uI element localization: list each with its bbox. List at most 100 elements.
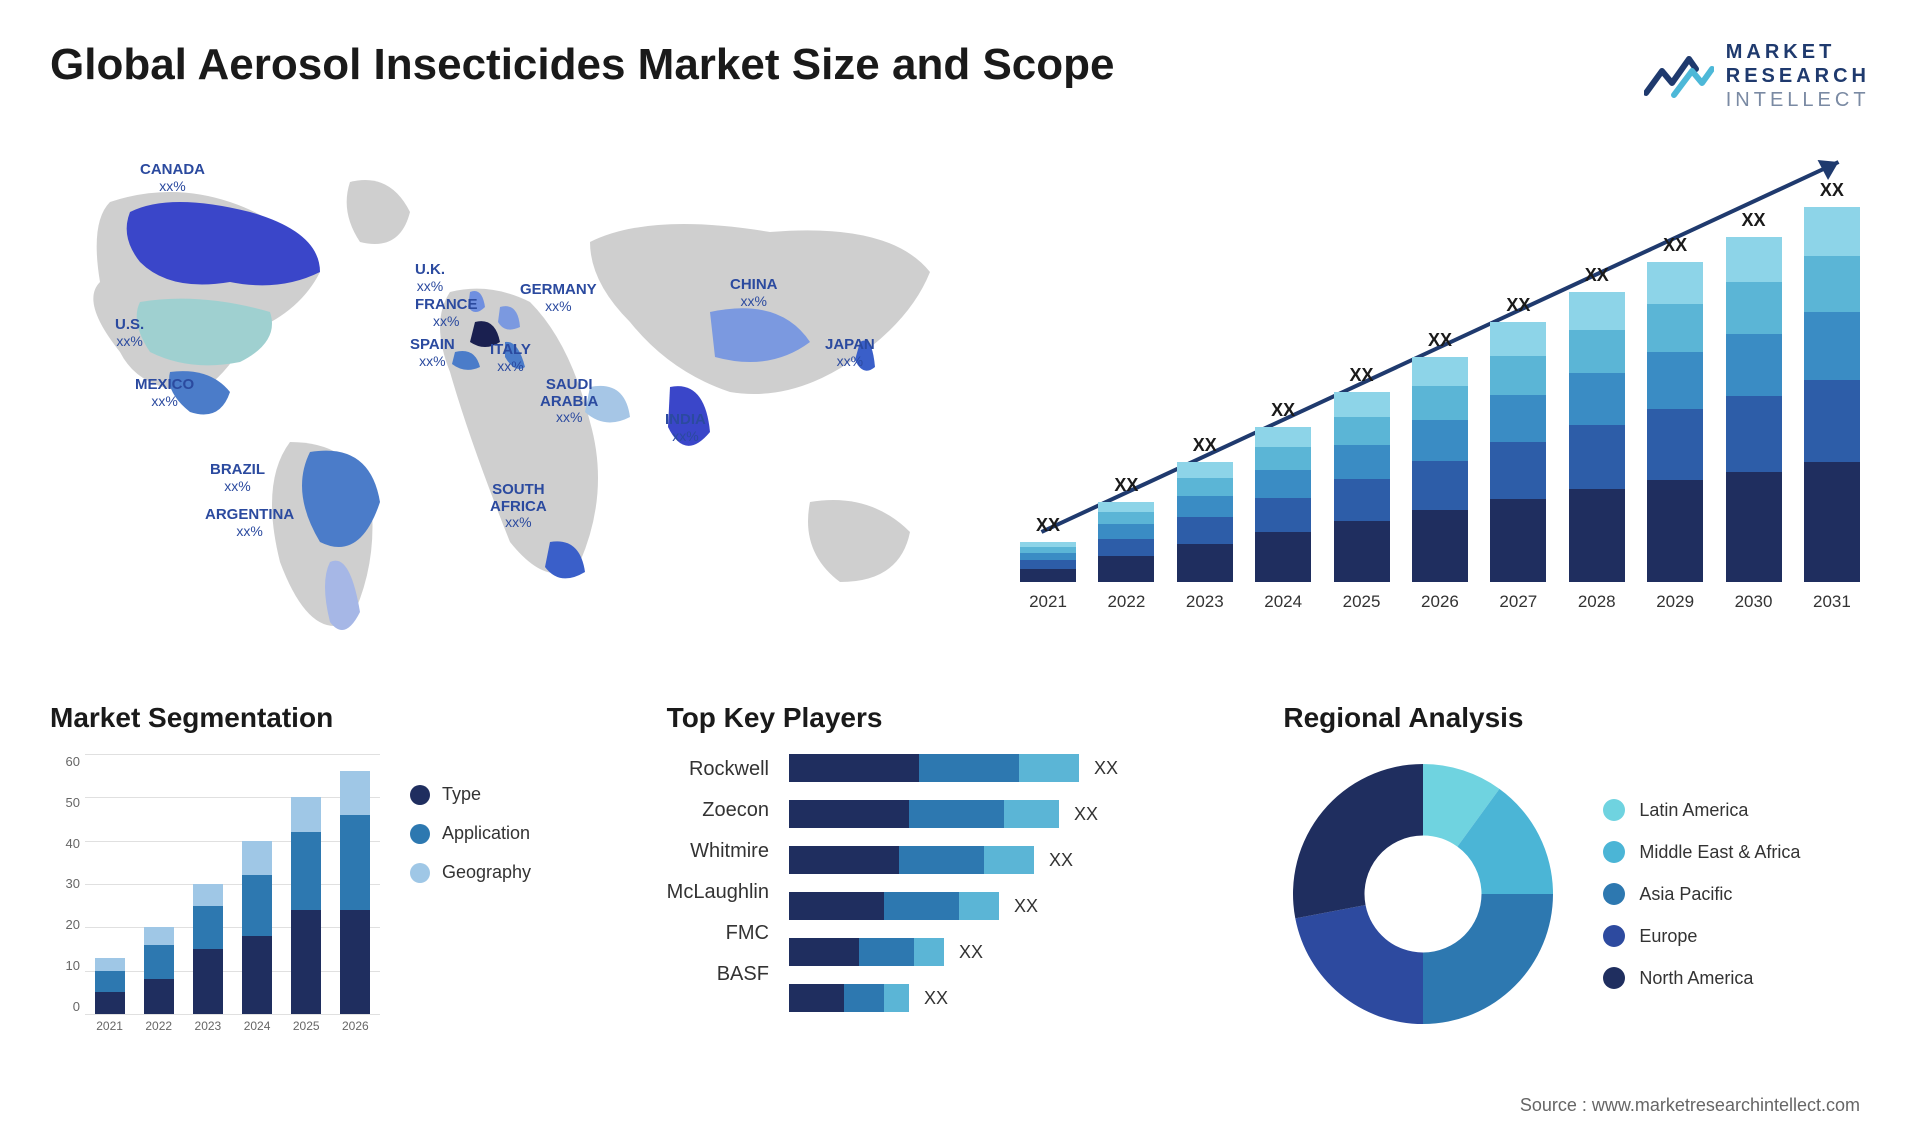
growth-bar-value: XX <box>1036 515 1060 536</box>
player-bar-row: XX <box>789 892 1253 920</box>
map-label: INDIAxx% <box>665 412 706 445</box>
growth-bar: XX <box>1804 180 1860 582</box>
logo-line3: INTELLECT <box>1726 88 1870 112</box>
growth-x-label: 2023 <box>1177 592 1233 612</box>
players-panel: Top Key Players RockwellZoeconWhitmireMc… <box>667 702 1254 1044</box>
map-label: CHINAxx% <box>730 277 778 310</box>
seg-legend-item: Geography <box>410 862 531 883</box>
seg-x-label: 2022 <box>145 1019 172 1044</box>
player-bar-row: XX <box>789 754 1253 782</box>
donut-legend-item: Europe <box>1603 925 1800 947</box>
growth-bar-value: XX <box>1193 435 1217 456</box>
seg-x-label: 2023 <box>195 1019 222 1044</box>
map-label: SPAINxx% <box>410 337 455 370</box>
segmentation-title: Market Segmentation <box>50 702 637 734</box>
growth-x-label: 2026 <box>1412 592 1468 612</box>
seg-y-tick: 40 <box>50 836 80 851</box>
growth-bar: XX <box>1490 295 1546 582</box>
donut-legend-item: Latin America <box>1603 799 1800 821</box>
player-label: Whitmire <box>690 840 769 863</box>
growth-bar-value: XX <box>1271 400 1295 421</box>
world-map-panel: CANADAxx%U.S.xx%MEXICOxx%BRAZILxx%ARGENT… <box>50 142 970 662</box>
seg-bar <box>193 884 223 1014</box>
growth-x-label: 2021 <box>1020 592 1076 612</box>
growth-bar: XX <box>1255 400 1311 582</box>
map-label: ARGENTINAxx% <box>205 507 294 540</box>
player-label: FMC <box>726 922 769 945</box>
seg-x-label: 2026 <box>342 1019 369 1044</box>
growth-x-label: 2028 <box>1569 592 1625 612</box>
donut-slice <box>1293 764 1423 918</box>
growth-bar: XX <box>1569 265 1625 582</box>
growth-bar-value: XX <box>1114 475 1138 496</box>
donut-legend-item: Asia Pacific <box>1603 883 1800 905</box>
donut-slice <box>1296 905 1424 1024</box>
player-bar-row: XX <box>789 938 1253 966</box>
player-value: XX <box>1094 758 1118 779</box>
seg-y-tick: 20 <box>50 917 80 932</box>
map-label: SAUDIARABIAxx% <box>540 377 598 427</box>
player-label: Zoecon <box>702 799 769 822</box>
growth-bar-value: XX <box>1742 210 1766 231</box>
seg-legend-item: Type <box>410 784 531 805</box>
growth-chart: XX XX XX XX XX XX XX XX XX XX XX 2021 2022 2023 2024 2… <box>1010 142 1870 662</box>
logo-line1: MARKET <box>1726 40 1870 64</box>
segmentation-chart: 6050403020100 202120222023202420252026 <box>50 754 380 1044</box>
seg-y-tick: 60 <box>50 754 80 769</box>
map-label: MEXICOxx% <box>135 377 194 410</box>
map-label: JAPANxx% <box>825 337 875 370</box>
map-label: U.S.xx% <box>115 317 144 350</box>
seg-y-tick: 10 <box>50 958 80 973</box>
growth-x-label: 2022 <box>1098 592 1154 612</box>
map-label: SOUTHAFRICAxx% <box>490 482 547 532</box>
growth-x-label: 2024 <box>1255 592 1311 612</box>
page-title: Global Aerosol Insecticides Market Size … <box>50 40 1115 90</box>
player-label: Rockwell <box>689 758 769 781</box>
growth-bar: XX <box>1647 235 1703 582</box>
player-label: BASF <box>717 963 769 986</box>
donut-legend-item: North America <box>1603 967 1800 989</box>
map-label: ITALYxx% <box>490 342 531 375</box>
player-value: XX <box>1074 804 1098 825</box>
growth-bar-value: XX <box>1663 235 1687 256</box>
seg-y-tick: 30 <box>50 876 80 891</box>
growth-bar: XX <box>1334 365 1390 582</box>
growth-bar-value: XX <box>1585 265 1609 286</box>
player-value: XX <box>1049 850 1073 871</box>
growth-x-label: 2031 <box>1804 592 1860 612</box>
player-bar-row: XX <box>789 846 1253 874</box>
players-title: Top Key Players <box>667 702 1254 734</box>
logo-mark-icon <box>1644 51 1714 101</box>
growth-x-label: 2030 <box>1726 592 1782 612</box>
player-bar-row: XX <box>789 984 1253 1012</box>
seg-y-tick: 0 <box>50 999 80 1014</box>
seg-x-label: 2024 <box>244 1019 271 1044</box>
growth-bar-value: XX <box>1820 180 1844 201</box>
seg-bar <box>291 797 321 1014</box>
regional-donut-chart <box>1283 754 1563 1034</box>
seg-x-label: 2021 <box>96 1019 123 1044</box>
growth-bar-value: XX <box>1506 295 1530 316</box>
growth-bar-value: XX <box>1350 365 1374 386</box>
map-region-canada <box>127 202 320 285</box>
player-value: XX <box>1014 896 1038 917</box>
growth-bar: XX <box>1726 210 1782 582</box>
regional-title: Regional Analysis <box>1283 702 1870 734</box>
donut-slice <box>1423 894 1553 1024</box>
seg-bar <box>340 771 370 1014</box>
brand-logo: MARKET RESEARCH INTELLECT <box>1644 40 1870 112</box>
player-bar-row: XX <box>789 800 1253 828</box>
donut-legend-item: Middle East & Africa <box>1603 841 1800 863</box>
map-label: GERMANYxx% <box>520 282 597 315</box>
map-label: U.K.xx% <box>415 262 445 295</box>
regional-panel: Regional Analysis Latin America Middle Ea… <box>1283 702 1870 1044</box>
seg-bar <box>144 927 174 1014</box>
growth-bar: XX <box>1177 435 1233 582</box>
growth-bar: XX <box>1020 515 1076 582</box>
seg-y-tick: 50 <box>50 795 80 810</box>
player-value: XX <box>924 988 948 1009</box>
map-label: BRAZILxx% <box>210 462 265 495</box>
growth-x-label: 2025 <box>1334 592 1390 612</box>
seg-legend-item: Application <box>410 823 531 844</box>
growth-bar: XX <box>1412 330 1468 582</box>
